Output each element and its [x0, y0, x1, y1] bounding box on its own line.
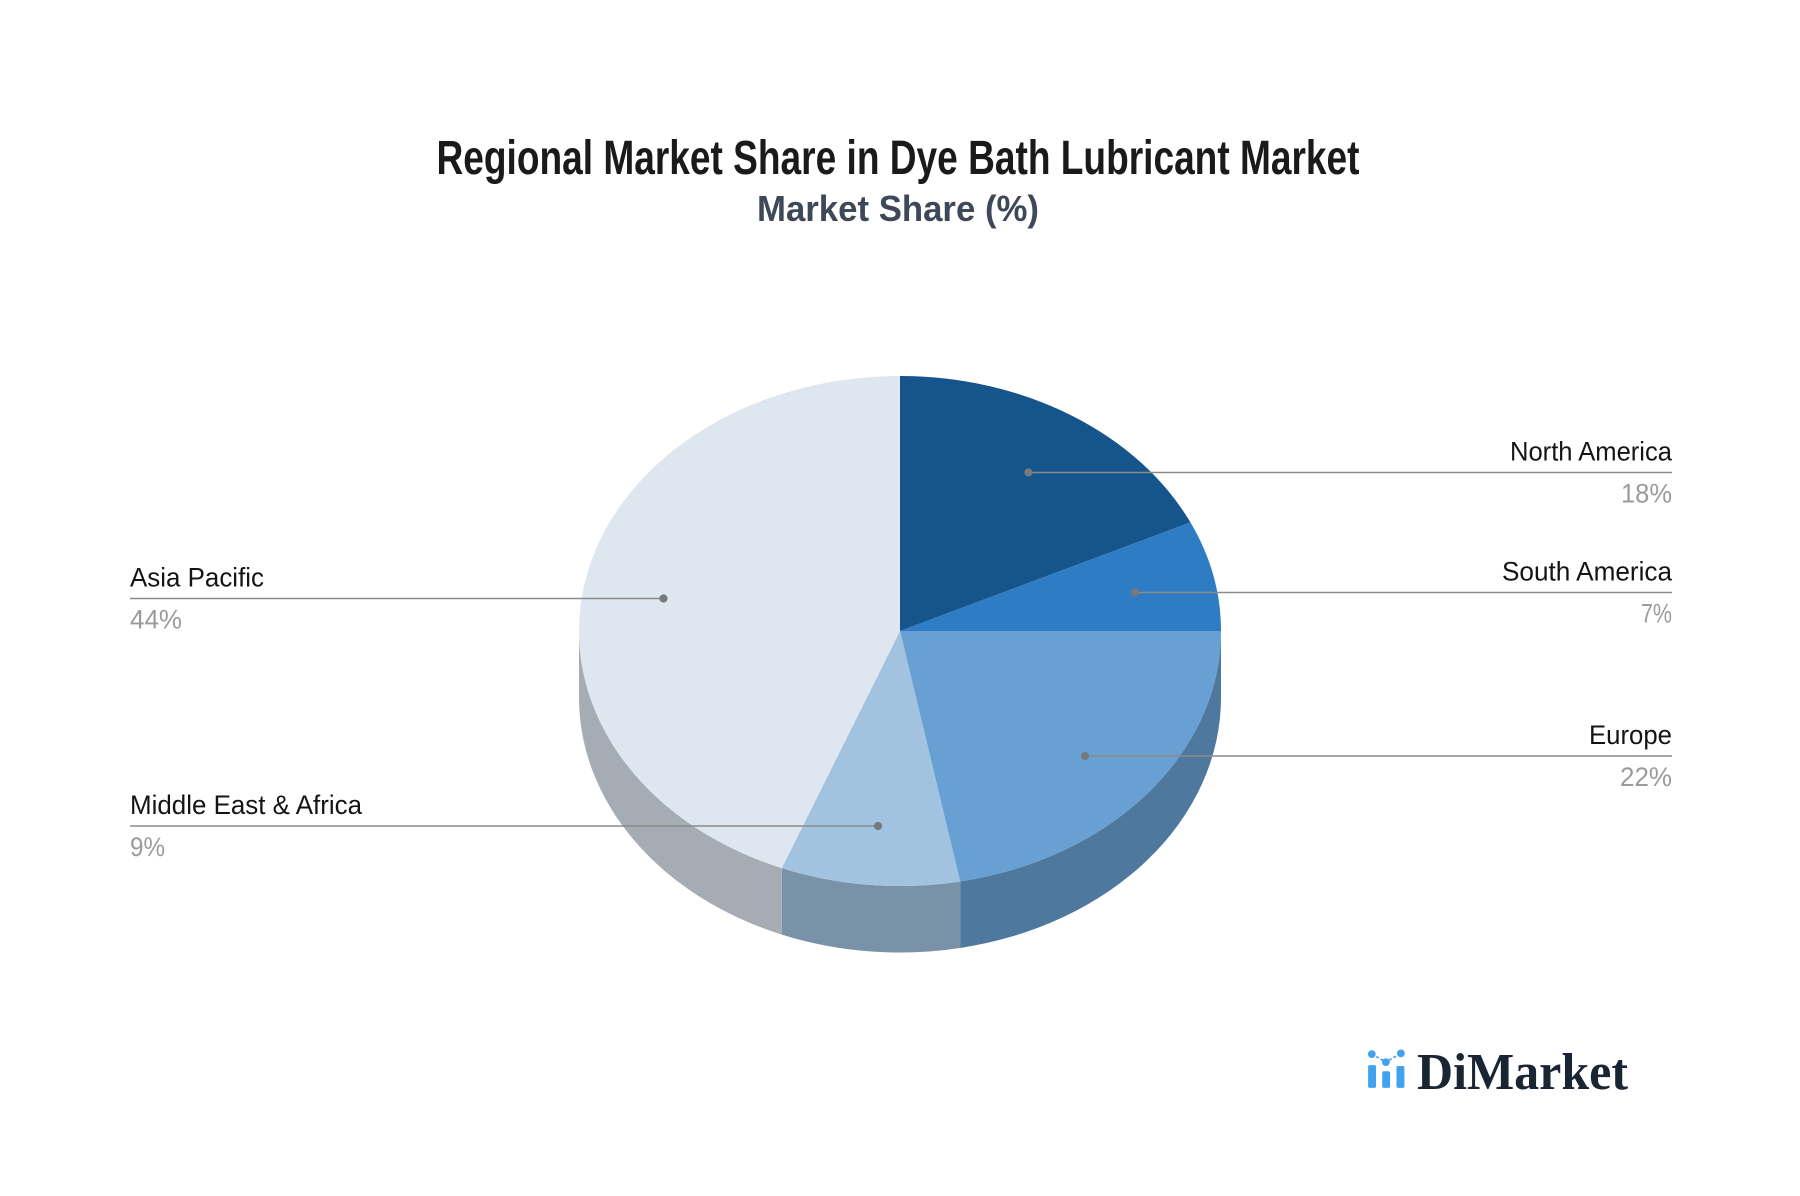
svg-text:Regional Market Share in Dye B: Regional Market Share in Dye Bath Lubric… [437, 132, 1360, 185]
svg-text:South America: South America [1502, 557, 1673, 587]
svg-text:44%: 44% [130, 605, 182, 635]
svg-text:7%: 7% [1641, 599, 1672, 629]
svg-text:Market Share (%): Market Share (%) [757, 188, 1039, 229]
svg-text:Europe: Europe [1589, 720, 1672, 750]
svg-text:Middle East & Africa: Middle East & Africa [130, 790, 363, 820]
svg-text:North America: North America [1510, 437, 1673, 467]
svg-text:Asia Pacific: Asia Pacific [130, 563, 264, 593]
svg-text:9%: 9% [130, 832, 165, 862]
svg-text:22%: 22% [1620, 762, 1672, 792]
svg-text:DiMarket: DiMarket [1417, 1044, 1629, 1101]
svg-text:18%: 18% [1621, 479, 1672, 509]
